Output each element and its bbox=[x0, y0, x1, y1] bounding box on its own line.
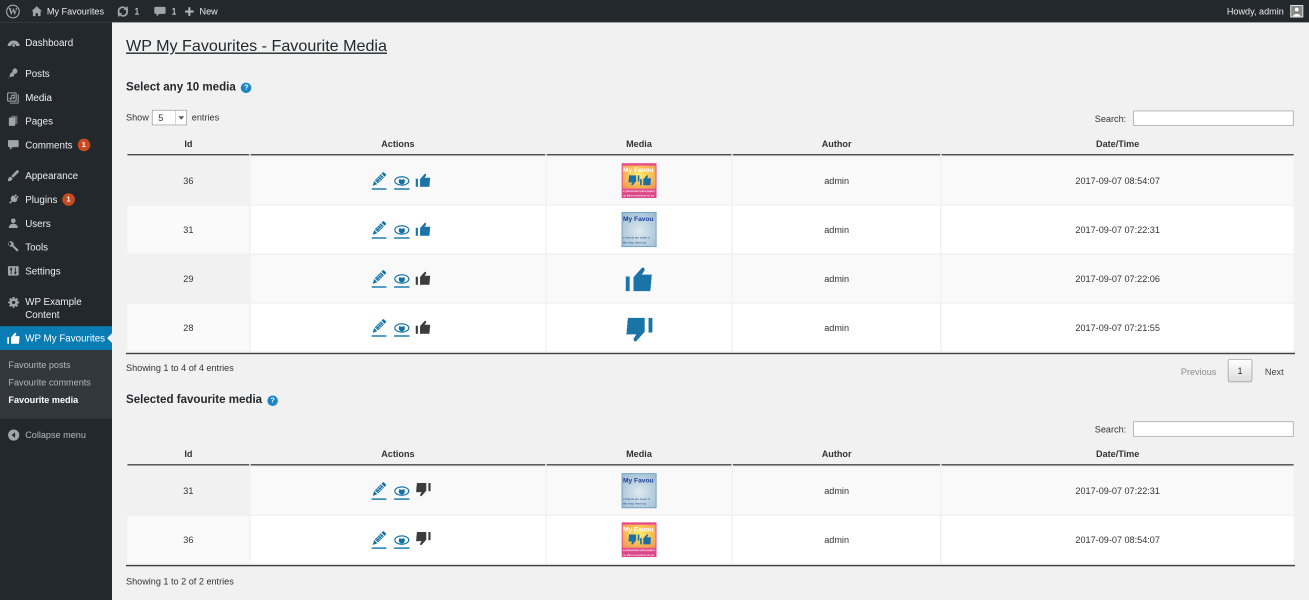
svg-text:W: W bbox=[8, 6, 18, 16]
